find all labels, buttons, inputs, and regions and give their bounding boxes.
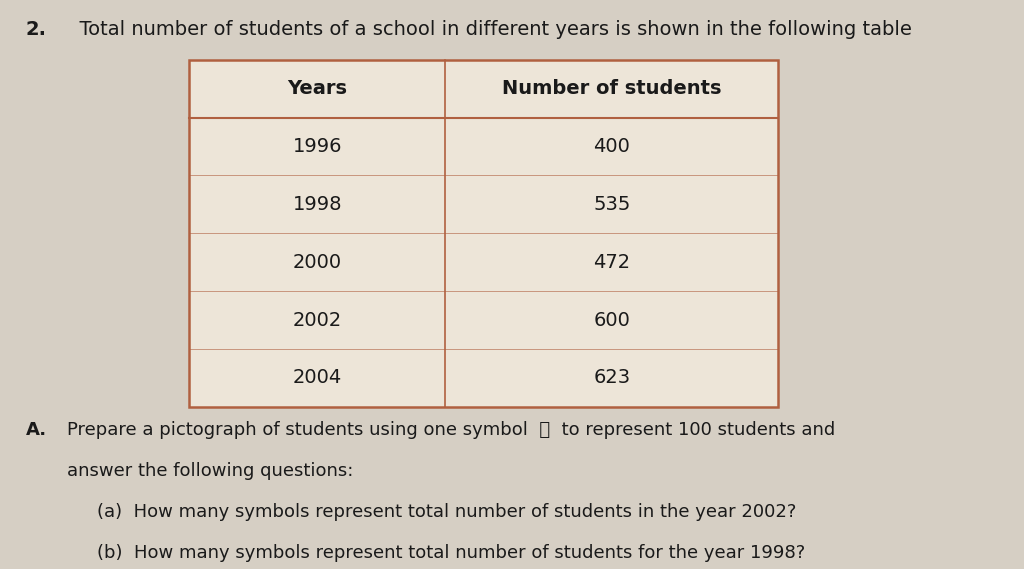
Text: (a)  How many symbols represent total number of students in the year 2002?: (a) How many symbols represent total num… — [97, 503, 797, 521]
Text: 2002: 2002 — [293, 311, 342, 329]
Bar — [189, 60, 778, 407]
Text: 400: 400 — [593, 137, 631, 156]
Text: A.: A. — [26, 421, 47, 439]
Text: 535: 535 — [593, 195, 631, 214]
Text: 472: 472 — [593, 253, 631, 272]
Text: answer the following questions:: answer the following questions: — [67, 462, 353, 480]
Text: Number of students: Number of students — [502, 79, 722, 98]
Text: (b)  How many symbols represent total number of students for the year 1998?: (b) How many symbols represent total num… — [97, 544, 806, 562]
Text: 2.: 2. — [26, 20, 47, 39]
Text: 2004: 2004 — [293, 368, 342, 387]
Text: 2000: 2000 — [293, 253, 342, 272]
Text: Years: Years — [288, 79, 347, 98]
Text: 1996: 1996 — [293, 137, 342, 156]
Text: Total number of students of a school in different years is shown in the followin: Total number of students of a school in … — [67, 20, 911, 39]
Text: 1998: 1998 — [293, 195, 342, 214]
Text: 623: 623 — [593, 368, 631, 387]
Text: Prepare a pictograph of students using one symbol  ⛹  to represent 100 students : Prepare a pictograph of students using o… — [67, 421, 835, 439]
Text: 600: 600 — [593, 311, 631, 329]
